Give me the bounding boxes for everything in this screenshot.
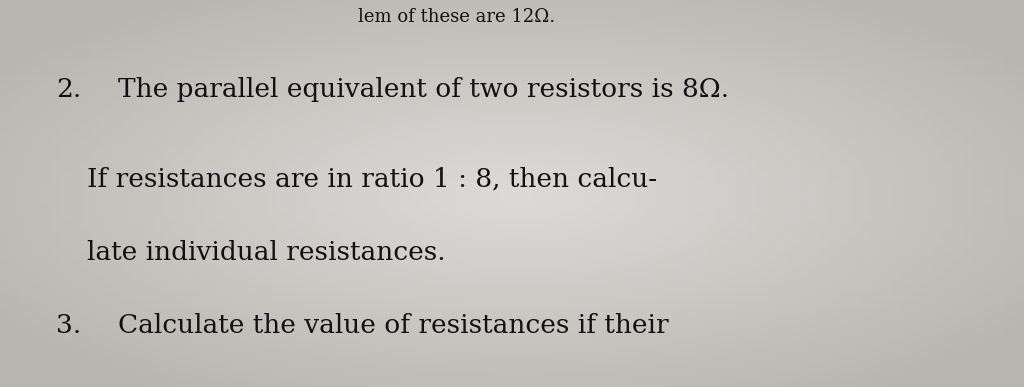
Text: 2.: 2. (56, 77, 82, 103)
Text: If resistances are in ratio 1 : 8, then calcu-: If resistances are in ratio 1 : 8, then … (87, 166, 657, 192)
Text: The parallel equivalent of two resistors is 8Ω.: The parallel equivalent of two resistors… (118, 77, 729, 103)
Text: late individual resistances.: late individual resistances. (87, 240, 445, 265)
Text: lem of these are 12Ω.: lem of these are 12Ω. (358, 8, 556, 26)
Text: Calculate the value of resistances if their: Calculate the value of resistances if th… (118, 313, 669, 339)
Text: 3.: 3. (56, 313, 82, 339)
